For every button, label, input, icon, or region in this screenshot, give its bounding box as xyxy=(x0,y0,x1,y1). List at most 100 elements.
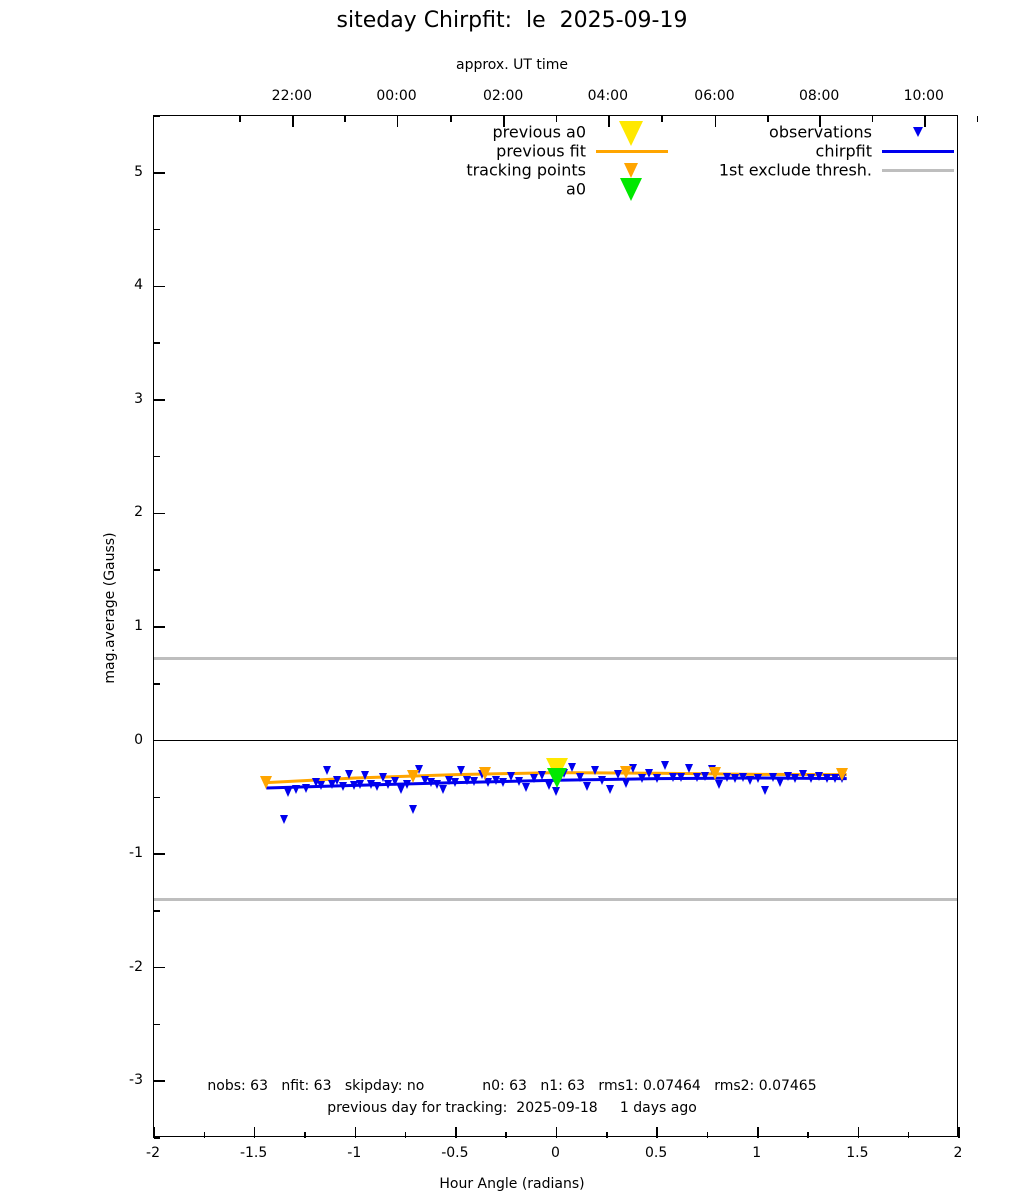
marker-observations xyxy=(391,776,399,786)
marker-observations xyxy=(408,804,417,814)
y-tick-label: 1 xyxy=(134,618,143,634)
y-tick-label: -3 xyxy=(129,1072,143,1089)
marker-tracking-points xyxy=(479,767,492,781)
marker-observations xyxy=(470,776,479,786)
x-tick xyxy=(608,116,610,127)
marker-tracking-points xyxy=(708,766,721,780)
legend-marker-observations xyxy=(912,127,923,138)
marker-observations xyxy=(668,773,677,783)
x-tick xyxy=(871,116,874,122)
x-tick xyxy=(450,116,452,122)
marker-observations xyxy=(591,766,600,776)
marker-observations xyxy=(491,775,500,785)
y-axis-label: mag.average (Gauss) xyxy=(102,532,118,684)
y-tick xyxy=(154,1137,160,1139)
top-axis-label: approx. UT time xyxy=(456,57,568,73)
x-tick-label: 0 xyxy=(551,1145,560,1161)
legend-marker-tracking-points xyxy=(624,163,639,179)
ut-tick-label: 10:00 xyxy=(903,88,944,104)
y-tick xyxy=(154,1023,160,1026)
x-tick xyxy=(455,1127,457,1138)
y-tick xyxy=(154,683,160,685)
marker-observations xyxy=(622,779,631,789)
stats-line-2: previous day for tracking: 2025-09-18 1 … xyxy=(327,1100,697,1116)
x-tick-label: 2 xyxy=(953,1145,963,1161)
marker-observations xyxy=(791,773,800,783)
marker-tracking-points xyxy=(620,766,633,780)
ut-tick-label: 08:00 xyxy=(798,88,840,104)
x-tick xyxy=(656,1127,658,1138)
marker-tracking-points xyxy=(406,769,419,783)
marker-observations xyxy=(445,775,454,785)
x-axis-label: Hour Angle (radians) xyxy=(439,1176,585,1192)
marker-observations xyxy=(378,773,387,783)
y-tick xyxy=(154,285,165,288)
marker-observations xyxy=(723,773,732,783)
legend-swatch-1st-exclude-thresh- xyxy=(882,169,954,172)
x-tick xyxy=(807,1132,809,1138)
stats-line-1: nobs: 63 nfit: 63 skipday: no n0: 63 n1:… xyxy=(207,1078,817,1094)
legend-label-previous-a0: previous a0 xyxy=(492,122,586,142)
marker-observations xyxy=(568,762,577,772)
marker-observations xyxy=(746,775,755,785)
y-tick-label: 0 xyxy=(134,731,143,748)
y-tick xyxy=(154,115,160,117)
legend-swatch-chirpfit xyxy=(882,150,954,153)
x-tick xyxy=(203,1132,206,1138)
plot-area xyxy=(154,116,957,1136)
marker-observations xyxy=(415,765,424,775)
y-tick-label: -2 xyxy=(129,958,143,975)
marker-observations xyxy=(806,774,815,784)
x-tick xyxy=(907,1132,910,1138)
x-tick xyxy=(555,1127,558,1138)
marker-observations xyxy=(322,765,331,775)
exclude-threshold-line-1 xyxy=(154,898,957,902)
y-tick xyxy=(154,228,160,231)
x-tick-label: -2 xyxy=(146,1145,160,1161)
series-line-previous-fit xyxy=(266,771,847,785)
legend-marker-a0 xyxy=(620,178,643,202)
marker-observations xyxy=(421,776,430,786)
legend-label-a0: a0 xyxy=(566,179,586,199)
marker-observations xyxy=(279,815,288,825)
marker-observations xyxy=(660,761,669,771)
x-tick xyxy=(757,1127,759,1138)
x-tick-label: -1 xyxy=(347,1145,362,1161)
x-tick-label: 0.5 xyxy=(644,1145,668,1161)
x-tick xyxy=(253,1127,256,1138)
marker-observations xyxy=(316,780,325,790)
y-tick-label: 5 xyxy=(134,163,143,180)
marker-observations xyxy=(344,769,353,779)
marker-observations xyxy=(799,769,808,779)
x-tick xyxy=(354,1127,356,1138)
marker-observations xyxy=(397,784,406,794)
marker-observations xyxy=(338,781,347,791)
marker-observations xyxy=(439,784,448,794)
legend-label-tracking-points: tracking points xyxy=(466,160,586,180)
x-tick xyxy=(661,116,663,122)
marker-observations xyxy=(822,774,831,784)
x-tick-label: 1 xyxy=(752,1145,762,1161)
marker-observations xyxy=(457,765,466,775)
marker-observations xyxy=(614,769,623,779)
x-tick xyxy=(344,116,346,122)
x-tick xyxy=(857,1127,860,1138)
y-tick xyxy=(154,569,160,571)
x-tick xyxy=(239,116,241,122)
x-tick xyxy=(396,116,399,127)
marker-observations xyxy=(311,778,320,788)
x-tick xyxy=(153,1127,155,1138)
marker-observations xyxy=(507,772,516,782)
y-tick xyxy=(154,796,160,799)
marker-observations xyxy=(637,773,646,783)
marker-observations xyxy=(692,773,701,783)
marker-observations xyxy=(372,781,381,791)
marker-observations xyxy=(302,783,311,793)
exclude-threshold-line-0 xyxy=(154,657,957,661)
marker-observations xyxy=(333,776,342,786)
x-tick-label: 1.5 xyxy=(846,1145,869,1161)
marker-observations xyxy=(606,784,615,794)
marker-a0 xyxy=(546,767,567,788)
x-tick xyxy=(924,116,926,127)
x-tick xyxy=(606,1132,608,1138)
